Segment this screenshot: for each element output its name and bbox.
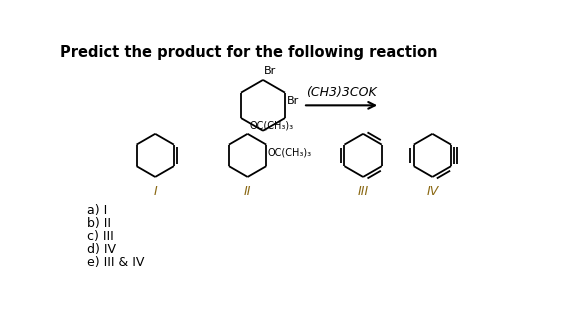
Text: Predict the product for the following reaction: Predict the product for the following re… xyxy=(60,45,438,60)
Text: I: I xyxy=(153,185,157,199)
Text: IV: IV xyxy=(426,185,438,199)
Text: II: II xyxy=(244,185,251,199)
Text: b) II: b) II xyxy=(88,217,111,230)
Text: a) I: a) I xyxy=(88,204,108,217)
Text: d) IV: d) IV xyxy=(88,243,116,256)
Text: c) III: c) III xyxy=(88,230,114,243)
Text: e) III & IV: e) III & IV xyxy=(88,256,145,269)
Text: OC(CH₃)₃: OC(CH₃)₃ xyxy=(268,148,312,158)
Text: (CH3)3COK: (CH3)3COK xyxy=(306,86,377,99)
Text: Br: Br xyxy=(288,96,299,106)
Text: Br: Br xyxy=(264,66,276,76)
Text: III: III xyxy=(358,185,369,199)
Text: OC(CH₃)₃: OC(CH₃)₃ xyxy=(249,121,293,131)
